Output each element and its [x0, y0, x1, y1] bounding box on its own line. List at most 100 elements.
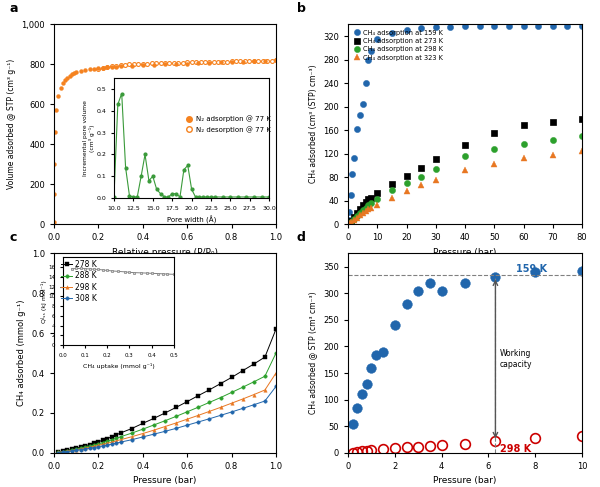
CH₄ adsorption at 159 K — [535, 22, 542, 28]
308 K — [117, 439, 124, 445]
308 K — [217, 412, 224, 418]
298 K — [139, 431, 146, 436]
308 K — [91, 445, 98, 450]
Line: 308 K: 308 K — [57, 385, 278, 454]
308 K — [206, 416, 213, 422]
308 K — [228, 409, 235, 415]
298 K — [68, 448, 76, 453]
278 K — [194, 393, 202, 398]
CH₄ adsorption at 323 K — [403, 187, 410, 193]
298 K — [228, 400, 235, 406]
278 K — [108, 434, 115, 440]
288 K — [86, 443, 93, 449]
CH₄ adsorption at 159 K — [418, 25, 425, 31]
308 K — [184, 422, 191, 428]
288 K — [77, 445, 84, 451]
CH₄ adsorption at 159 K — [491, 22, 498, 28]
288 K — [150, 422, 157, 428]
308 K — [272, 383, 280, 389]
CH₄ adsorption at 298 K — [418, 174, 425, 180]
288 K — [95, 441, 102, 447]
288 K — [117, 434, 124, 440]
Legend: CH₄ adsorption at 159 K, CH₄ adsorption at 273 K, CH₄ adsorption at 298 K, CH₄ a: CH₄ adsorption at 159 K, CH₄ adsorption … — [352, 28, 445, 63]
288 K — [139, 426, 146, 432]
278 K — [95, 439, 102, 445]
278 K — [173, 405, 180, 411]
308 K — [104, 442, 111, 448]
278 K — [250, 361, 257, 367]
Y-axis label: CH₄ adsorbed (mmol g⁻¹): CH₄ adsorbed (mmol g⁻¹) — [17, 300, 26, 406]
308 K — [55, 450, 62, 455]
278 K — [161, 410, 169, 416]
CH₄ adsorption at 273 K — [365, 196, 372, 202]
CH₄ adsorption at 298 K — [365, 202, 372, 208]
298 K — [99, 441, 106, 447]
CH₄ adsorption at 159 K — [374, 36, 381, 42]
298 K — [194, 412, 202, 418]
CH₄ adsorption at 159 K — [345, 217, 352, 223]
288 K — [161, 418, 169, 424]
CH₄ adsorption at 159 K — [549, 22, 556, 28]
288 K — [68, 447, 76, 453]
CH₄ adsorption at 298 K — [432, 167, 439, 172]
Text: c: c — [10, 231, 17, 244]
298 K — [108, 439, 115, 445]
Text: 159 K: 159 K — [517, 264, 548, 274]
298 K — [128, 434, 136, 440]
CH₄ adsorption at 159 K — [403, 27, 410, 33]
CH₄ adsorption at 323 K — [520, 155, 527, 161]
Y-axis label: CH₄ adsorbed @ STP (cm³ cm⁻³): CH₄ adsorbed @ STP (cm³ cm⁻³) — [308, 292, 317, 414]
CH₄ adsorption at 273 K — [418, 165, 425, 171]
298 K — [73, 447, 80, 452]
308 K — [262, 398, 269, 404]
CH₄ adsorption at 298 K — [359, 207, 366, 213]
308 K — [68, 448, 76, 454]
308 K — [77, 447, 84, 452]
CH₄ adsorption at 323 K — [549, 152, 556, 158]
CH₄ adsorption at 159 K — [520, 22, 527, 28]
298 K — [173, 420, 180, 426]
278 K — [55, 449, 62, 455]
308 K — [99, 443, 106, 449]
CH₄ adsorption at 323 K — [346, 221, 353, 226]
308 K — [113, 440, 120, 446]
CH₄ adsorption at 323 K — [362, 208, 369, 214]
CH₄ adsorption at 323 K — [491, 161, 498, 167]
278 K — [77, 444, 84, 450]
CH₄ adsorption at 159 K — [447, 24, 454, 30]
278 K — [150, 415, 157, 421]
298 K — [150, 427, 157, 433]
298 K — [206, 409, 213, 414]
CH₄ adsorption at 298 K — [362, 205, 369, 210]
CH₄ adsorption at 298 K — [388, 187, 395, 193]
288 K — [59, 449, 67, 454]
278 K — [104, 435, 111, 441]
298 K — [64, 448, 71, 454]
308 K — [59, 449, 67, 455]
288 K — [64, 448, 71, 453]
CH₄ adsorption at 298 K — [491, 146, 498, 152]
CH₄ adsorption at 298 K — [374, 196, 381, 202]
278 K — [117, 430, 124, 436]
CH₄ adsorption at 323 K — [388, 195, 395, 201]
278 K — [139, 420, 146, 426]
CH₄ adsorption at 159 K — [578, 22, 586, 28]
CH₄ adsorption at 273 K — [549, 119, 556, 125]
CH₄ adsorption at 323 K — [578, 148, 586, 154]
288 K — [217, 394, 224, 400]
278 K — [91, 440, 98, 446]
CH₄ adsorption at 323 K — [347, 219, 355, 225]
278 K — [99, 437, 106, 443]
288 K — [173, 413, 180, 419]
CH₄ adsorption at 323 K — [359, 210, 366, 216]
298 K — [55, 450, 62, 455]
CH₄ adsorption at 323 K — [353, 215, 361, 221]
CH₄ adsorption at 323 K — [374, 202, 381, 207]
CH₄ adsorption at 159 K — [461, 23, 469, 29]
308 K — [194, 419, 202, 425]
CH₄ adsorption at 273 K — [350, 214, 358, 220]
CH₄ adsorption at 298 K — [520, 141, 527, 147]
Text: a: a — [10, 2, 18, 16]
CH₄ adsorption at 298 K — [578, 133, 586, 139]
308 K — [239, 406, 247, 412]
